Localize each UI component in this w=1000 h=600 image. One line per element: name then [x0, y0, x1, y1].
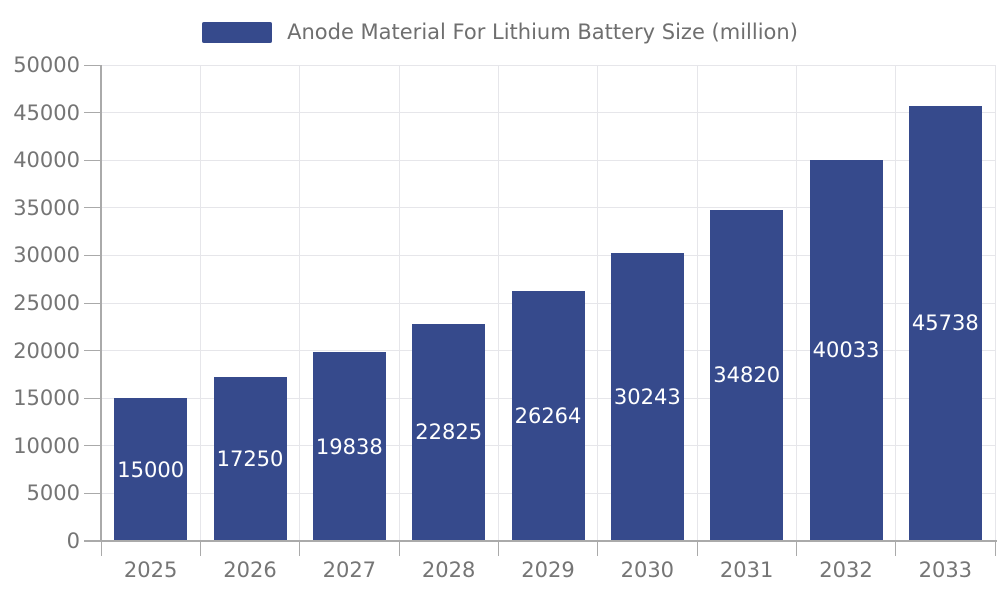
bar-value-label: 26264 — [514, 403, 582, 428]
y-tick-label: 25000 — [13, 291, 80, 315]
y-tick — [84, 64, 101, 66]
x-gridline — [398, 65, 400, 541]
x-tick-label: 2026 — [223, 558, 277, 582]
y-tick-label: 10000 — [13, 433, 80, 458]
y-tick — [84, 397, 101, 399]
legend-item[interactable]: Anode Material For Lithium Battery Size … — [0, 20, 1000, 44]
bar-value-label: 45738 — [911, 311, 979, 336]
y-gridline — [101, 64, 995, 66]
x-tick — [795, 541, 797, 556]
y-tick-label: 40000 — [13, 148, 80, 173]
x-tick-label: 2032 — [819, 558, 873, 582]
x-tick-label: 2029 — [521, 558, 575, 582]
legend-label: Anode Material For Lithium Battery Size … — [287, 20, 798, 44]
bar-value-label: 19838 — [315, 434, 383, 459]
y-tick-label: 30000 — [13, 243, 80, 268]
x-tick-label: 2025 — [123, 558, 178, 582]
y-tick-label: 15000 — [13, 386, 80, 411]
bar-value-label: 22825 — [415, 420, 483, 445]
bar-2029[interactable] — [511, 290, 585, 541]
bar-value-label: 30243 — [613, 385, 681, 410]
x-tick — [100, 541, 102, 556]
bar-2033[interactable] — [908, 105, 982, 541]
y-tick — [84, 112, 101, 114]
x-tick — [299, 541, 301, 556]
x-gridline — [994, 65, 996, 541]
x-gridline — [795, 65, 797, 541]
y-tick — [84, 207, 101, 209]
y-tick-label: 35000 — [13, 195, 80, 220]
y-tick-label: 5000 — [26, 481, 80, 506]
y-tick-label: 45000 — [13, 100, 80, 125]
y-tick — [84, 445, 101, 447]
bar-2027[interactable] — [312, 352, 386, 541]
y-tick — [84, 159, 101, 161]
x-gridline — [597, 65, 599, 541]
bar-2032[interactable] — [809, 159, 883, 541]
x-gridline — [497, 65, 499, 541]
x-gridline — [895, 65, 897, 541]
bar-value-label: 34820 — [713, 363, 781, 388]
x-tick — [199, 541, 201, 556]
x-gridline — [299, 65, 301, 541]
x-gridline — [199, 65, 201, 541]
y-tick — [84, 302, 101, 304]
y-tick — [84, 492, 101, 494]
bar-2028[interactable] — [412, 323, 486, 541]
bar-value-label: 15000 — [117, 457, 185, 482]
x-axis-line — [84, 540, 997, 542]
x-tick-label: 2028 — [421, 558, 476, 582]
y-gridline — [101, 207, 995, 209]
legend-swatch — [202, 21, 273, 43]
x-tick-label: 2027 — [322, 558, 377, 582]
x-tick — [497, 541, 499, 556]
x-tick-label: 2033 — [918, 558, 973, 582]
y-gridline — [101, 112, 995, 114]
y-tick-label: 0 — [66, 529, 80, 553]
bar-2031[interactable] — [710, 209, 784, 541]
x-tick — [398, 541, 400, 556]
x-tick — [994, 541, 996, 556]
x-tick-label: 2030 — [620, 558, 675, 582]
bar-2030[interactable] — [610, 253, 684, 541]
y-axis-line — [100, 65, 102, 541]
y-gridline — [101, 159, 995, 161]
x-tick — [895, 541, 897, 556]
bar-2026[interactable] — [213, 376, 287, 541]
x-tick-label: 2031 — [719, 558, 774, 582]
y-tick-label: 50000 — [13, 53, 80, 77]
x-tick — [696, 541, 698, 556]
y-tick-label: 20000 — [13, 338, 80, 363]
x-tick — [597, 541, 599, 556]
y-tick — [84, 350, 101, 352]
y-gridline — [101, 254, 995, 256]
x-gridline — [696, 65, 698, 541]
bar-value-label: 40033 — [812, 338, 880, 363]
bar-2025[interactable] — [114, 398, 188, 541]
y-tick — [84, 254, 101, 256]
bar-value-label: 17250 — [216, 446, 284, 471]
